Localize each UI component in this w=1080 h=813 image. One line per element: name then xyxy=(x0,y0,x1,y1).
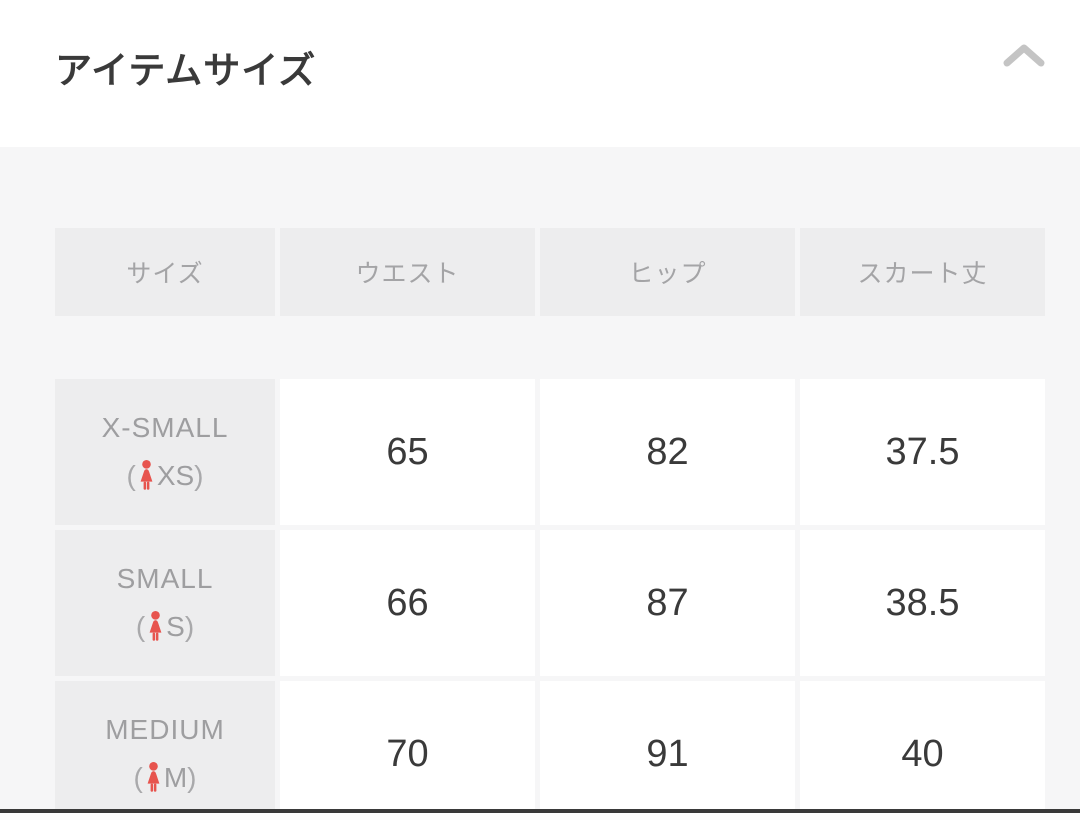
size-chart-table: サイズ ウエスト ヒップ スカート丈 X-SMALL ( xyxy=(55,228,1045,813)
column-header-skirt-length: スカート丈 xyxy=(800,228,1045,316)
paren-open: ( xyxy=(126,459,136,491)
female-figure-icon xyxy=(137,459,156,492)
cell-xsmall-skirt-length: 37.5 xyxy=(800,379,1045,525)
size-name: SMALL xyxy=(116,563,214,594)
size-code: S xyxy=(166,610,185,642)
column-header-hip: ヒップ xyxy=(540,228,795,316)
table-row-label-medium: MEDIUM ( M ) xyxy=(55,681,275,813)
page-title: アイテムサイズ xyxy=(55,50,317,91)
cell-xsmall-hip: 82 xyxy=(540,379,795,525)
size-code: M xyxy=(163,761,188,793)
paren-open: ( xyxy=(133,761,143,793)
column-header-size: サイズ xyxy=(55,228,275,316)
female-figure-icon xyxy=(146,610,165,643)
table-row-label-xsmall: X-SMALL ( XS ) xyxy=(55,379,275,525)
cell-small-hip: 87 xyxy=(540,530,795,676)
section-header: アイテムサイズ xyxy=(0,0,1080,147)
size-chart-section: サイズ ウエスト ヒップ スカート丈 X-SMALL ( xyxy=(0,147,1080,813)
size-code-line: ( S ) xyxy=(136,610,194,643)
chevron-up-icon xyxy=(1001,41,1047,72)
paren-open: ( xyxy=(135,610,146,642)
cell-medium-waist: 70 xyxy=(280,681,535,813)
female-figure-icon xyxy=(144,761,163,794)
size-code-line: ( M ) xyxy=(134,761,197,794)
size-name: X-SMALL xyxy=(101,412,229,443)
size-code-line: ( XS ) xyxy=(126,459,203,492)
cell-small-skirt-length: 38.5 xyxy=(800,530,1045,676)
collapse-section-button[interactable] xyxy=(998,38,1050,74)
size-name: MEDIUM xyxy=(105,714,225,745)
paren-close: ) xyxy=(184,610,195,642)
size-code: XS xyxy=(156,459,195,491)
cell-medium-skirt-length: 40 xyxy=(800,681,1045,813)
paren-close: ) xyxy=(194,459,204,491)
cell-small-waist: 66 xyxy=(280,530,535,676)
cell-medium-hip: 91 xyxy=(540,681,795,813)
paren-close: ) xyxy=(187,761,197,793)
table-row-label-small: SMALL ( S ) xyxy=(55,530,275,676)
bottom-edge-line xyxy=(0,809,1080,813)
column-header-waist: ウエスト xyxy=(280,228,535,316)
cell-xsmall-waist: 65 xyxy=(280,379,535,525)
